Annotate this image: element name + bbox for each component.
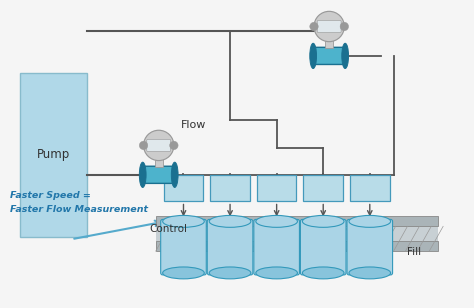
Circle shape xyxy=(139,141,148,150)
FancyBboxPatch shape xyxy=(312,47,346,64)
FancyBboxPatch shape xyxy=(257,175,296,201)
FancyBboxPatch shape xyxy=(325,35,333,48)
Ellipse shape xyxy=(256,267,298,279)
FancyBboxPatch shape xyxy=(142,166,176,183)
FancyBboxPatch shape xyxy=(347,219,392,275)
Ellipse shape xyxy=(349,215,391,227)
FancyBboxPatch shape xyxy=(317,20,341,33)
Text: Faster Speed =: Faster Speed = xyxy=(10,191,91,200)
FancyBboxPatch shape xyxy=(301,219,346,275)
FancyBboxPatch shape xyxy=(155,154,163,167)
Ellipse shape xyxy=(163,267,204,279)
Ellipse shape xyxy=(256,215,298,227)
FancyBboxPatch shape xyxy=(164,175,203,201)
Ellipse shape xyxy=(302,267,344,279)
Ellipse shape xyxy=(349,267,391,279)
Text: Flow: Flow xyxy=(181,120,206,130)
FancyBboxPatch shape xyxy=(161,219,206,275)
FancyBboxPatch shape xyxy=(156,226,438,251)
Ellipse shape xyxy=(209,215,251,227)
FancyBboxPatch shape xyxy=(20,73,87,237)
Text: Pump: Pump xyxy=(37,148,70,161)
Ellipse shape xyxy=(171,162,178,188)
Ellipse shape xyxy=(342,43,348,68)
Circle shape xyxy=(144,130,174,160)
Ellipse shape xyxy=(302,215,344,227)
Text: Faster Flow Measurement: Faster Flow Measurement xyxy=(10,205,148,214)
Circle shape xyxy=(314,11,344,42)
Ellipse shape xyxy=(163,215,204,227)
Ellipse shape xyxy=(209,267,251,279)
Text: Fill: Fill xyxy=(408,247,421,257)
FancyBboxPatch shape xyxy=(147,139,171,152)
Ellipse shape xyxy=(139,162,146,188)
Circle shape xyxy=(310,22,318,31)
FancyBboxPatch shape xyxy=(254,219,300,275)
FancyBboxPatch shape xyxy=(303,175,343,201)
Circle shape xyxy=(170,141,178,150)
Text: Control: Control xyxy=(150,224,188,234)
FancyBboxPatch shape xyxy=(350,175,390,201)
FancyBboxPatch shape xyxy=(156,241,438,251)
FancyBboxPatch shape xyxy=(210,175,250,201)
FancyBboxPatch shape xyxy=(156,217,438,226)
Circle shape xyxy=(340,22,348,31)
Ellipse shape xyxy=(310,43,317,68)
FancyBboxPatch shape xyxy=(207,219,253,275)
